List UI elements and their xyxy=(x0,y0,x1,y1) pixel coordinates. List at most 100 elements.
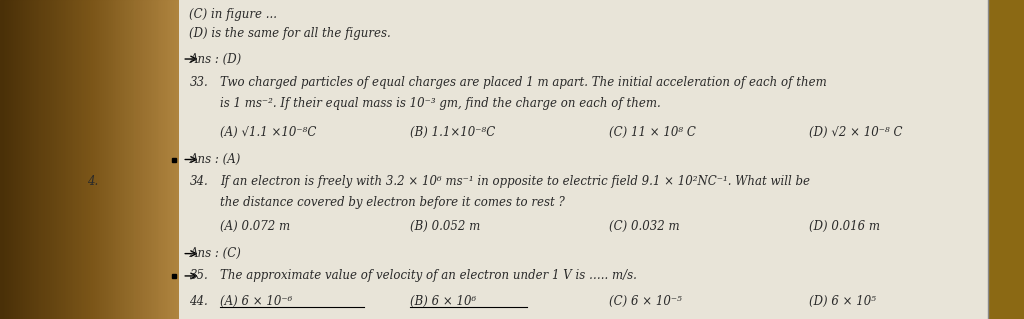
Bar xyxy=(148,0,153,319)
Bar xyxy=(5,0,9,319)
Text: 35.: 35. xyxy=(189,270,208,282)
Text: (C) 11 × 10⁸ C: (C) 11 × 10⁸ C xyxy=(609,126,696,139)
Bar xyxy=(147,0,151,319)
Bar xyxy=(39,0,43,319)
Bar xyxy=(133,0,136,319)
Bar xyxy=(118,0,122,319)
Bar xyxy=(65,0,69,319)
Bar xyxy=(102,0,106,319)
Bar xyxy=(122,0,126,319)
Bar xyxy=(7,0,11,319)
Bar xyxy=(136,0,140,319)
Bar xyxy=(104,0,108,319)
Bar xyxy=(143,0,147,319)
Text: (D) is the same for all the figures.: (D) is the same for all the figures. xyxy=(189,27,391,40)
Text: 4.: 4. xyxy=(87,175,98,188)
Text: (A) 6 × 10⁻⁶: (A) 6 × 10⁻⁶ xyxy=(220,295,293,308)
Bar xyxy=(108,0,112,319)
Bar xyxy=(17,0,22,319)
Bar xyxy=(145,0,150,319)
Bar xyxy=(168,0,172,319)
Text: If an electron is freely with 3.2 × 10⁶ ms⁻¹ in opposite to electric field 9.1 ×: If an electron is freely with 3.2 × 10⁶ … xyxy=(220,175,810,188)
Bar xyxy=(48,0,52,319)
Bar xyxy=(19,0,24,319)
Bar xyxy=(0,0,4,319)
Bar xyxy=(91,0,95,319)
Text: the distance covered by electron before it comes to rest ?: the distance covered by electron before … xyxy=(220,196,565,209)
Bar xyxy=(10,0,14,319)
Bar xyxy=(115,0,119,319)
Text: (C) in figure ...: (C) in figure ... xyxy=(189,8,278,21)
Text: (B) 1.1×10⁻⁸C: (B) 1.1×10⁻⁸C xyxy=(410,126,495,139)
Bar xyxy=(113,0,117,319)
Bar xyxy=(105,0,110,319)
Bar xyxy=(2,0,6,319)
Bar xyxy=(129,0,133,319)
Bar xyxy=(27,0,31,319)
Bar xyxy=(93,0,97,319)
Bar xyxy=(117,0,121,319)
Text: 34.: 34. xyxy=(189,175,208,188)
Bar xyxy=(172,0,176,319)
Text: Ans : (D): Ans : (D) xyxy=(189,53,242,65)
Bar xyxy=(100,0,104,319)
Text: Ans : (A): Ans : (A) xyxy=(189,153,241,166)
Bar xyxy=(57,0,61,319)
Bar xyxy=(41,0,45,319)
Bar xyxy=(25,0,29,319)
Bar xyxy=(14,0,18,319)
Bar xyxy=(45,0,49,319)
Bar xyxy=(43,0,47,319)
Bar xyxy=(158,0,162,319)
Bar xyxy=(61,0,65,319)
Bar xyxy=(151,0,155,319)
Bar xyxy=(72,0,76,319)
Text: Two charged particles of equal charges are placed 1 m apart. The initial acceler: Two charged particles of equal charges a… xyxy=(220,77,827,89)
Text: (D) 6 × 10⁵: (D) 6 × 10⁵ xyxy=(809,295,876,308)
Bar xyxy=(88,0,92,319)
Text: (A) √1.1 ×10⁻⁸C: (A) √1.1 ×10⁻⁸C xyxy=(220,126,316,139)
Bar xyxy=(9,0,12,319)
Bar xyxy=(156,0,160,319)
Bar xyxy=(68,0,72,319)
Text: 44.: 44. xyxy=(189,295,208,308)
Bar xyxy=(165,0,169,319)
Bar xyxy=(176,0,179,319)
Bar xyxy=(154,0,158,319)
Text: (D) √2 × 10⁻⁸ C: (D) √2 × 10⁻⁸ C xyxy=(809,126,902,139)
Bar xyxy=(81,0,84,319)
Bar xyxy=(53,0,57,319)
Bar xyxy=(50,0,54,319)
Bar xyxy=(139,0,143,319)
Text: 33.: 33. xyxy=(189,77,208,89)
Bar xyxy=(138,0,141,319)
Text: (A) 0.072 m: (A) 0.072 m xyxy=(220,220,290,233)
Bar xyxy=(96,0,100,319)
Bar xyxy=(29,0,33,319)
Bar xyxy=(177,0,181,319)
Bar xyxy=(90,0,93,319)
Bar xyxy=(125,0,129,319)
Bar xyxy=(153,0,156,319)
Bar xyxy=(16,0,20,319)
Bar xyxy=(141,0,145,319)
Bar xyxy=(95,0,98,319)
Bar xyxy=(24,0,27,319)
Bar xyxy=(74,0,78,319)
Text: The approximate value of velocity of an electron under 1 V is ….. m/s.: The approximate value of velocity of an … xyxy=(220,270,637,282)
Bar xyxy=(33,0,36,319)
Text: Ans : (C): Ans : (C) xyxy=(189,247,242,260)
Bar xyxy=(55,0,59,319)
Bar xyxy=(47,0,50,319)
Bar xyxy=(163,0,167,319)
Bar xyxy=(70,0,74,319)
Bar xyxy=(34,0,38,319)
Bar xyxy=(131,0,135,319)
Text: (B) 0.052 m: (B) 0.052 m xyxy=(410,220,480,233)
Bar xyxy=(12,0,16,319)
Bar xyxy=(62,0,67,319)
Bar xyxy=(124,0,127,319)
Bar xyxy=(98,0,102,319)
Text: (C) 0.032 m: (C) 0.032 m xyxy=(609,220,680,233)
Bar xyxy=(22,0,26,319)
